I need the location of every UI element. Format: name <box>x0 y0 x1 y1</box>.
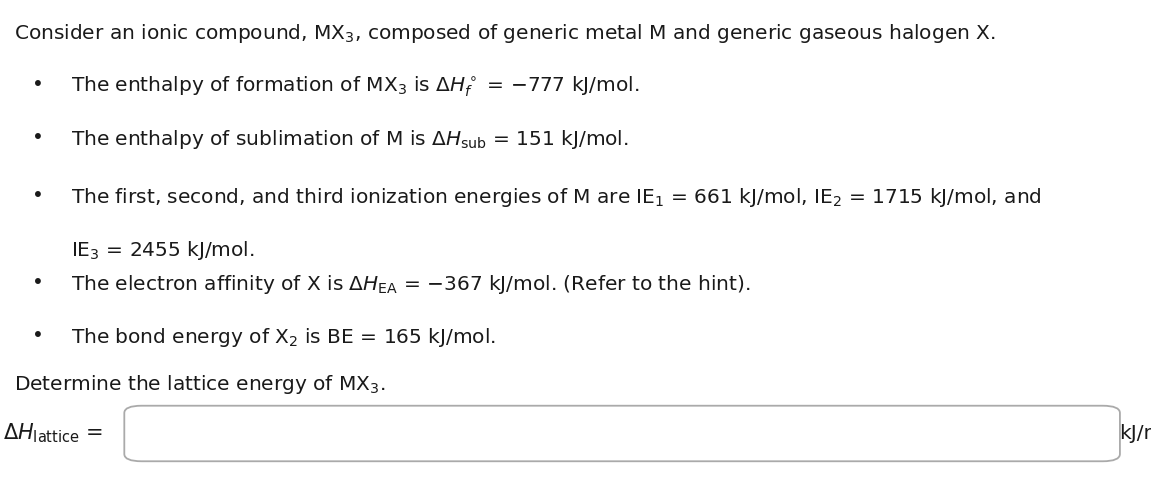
Text: •: • <box>32 186 44 205</box>
Text: IE$_3$ = 2455 kJ/mol.: IE$_3$ = 2455 kJ/mol. <box>71 239 256 262</box>
Text: The bond energy of X$_2$ is BE = 165 kJ/mol.: The bond energy of X$_2$ is BE = 165 kJ/… <box>71 326 496 349</box>
Text: $\Delta H_{\mathsf{lattice}}$ =: $\Delta H_{\mathsf{lattice}}$ = <box>3 422 104 445</box>
Text: kJ/mol: kJ/mol <box>1119 424 1151 443</box>
FancyBboxPatch shape <box>124 406 1120 461</box>
Text: Determine the lattice energy of MX$_3$.: Determine the lattice energy of MX$_3$. <box>14 373 386 396</box>
Text: The electron affinity of X is $\Delta H_{\mathsf{EA}}$ = −367 kJ/mol. (Refer to : The electron affinity of X is $\Delta H_… <box>71 273 750 296</box>
Text: Consider an ionic compound, MX$_3$, composed of generic metal M and generic gase: Consider an ionic compound, MX$_3$, comp… <box>14 22 996 45</box>
Text: The first, second, and third ionization energies of M are IE$_1$ = 661 kJ/mol, I: The first, second, and third ionization … <box>71 186 1042 209</box>
Text: •: • <box>32 326 44 345</box>
Text: The enthalpy of formation of MX$_3$ is $\Delta H_f^\circ$ = −777 kJ/mol.: The enthalpy of formation of MX$_3$ is $… <box>71 75 640 99</box>
Text: •: • <box>32 273 44 292</box>
Text: •: • <box>32 75 44 94</box>
Text: The enthalpy of sublimation of M is $\Delta H_{\mathsf{sub}}$ = 151 kJ/mol.: The enthalpy of sublimation of M is $\De… <box>71 128 630 151</box>
Text: •: • <box>32 128 44 147</box>
